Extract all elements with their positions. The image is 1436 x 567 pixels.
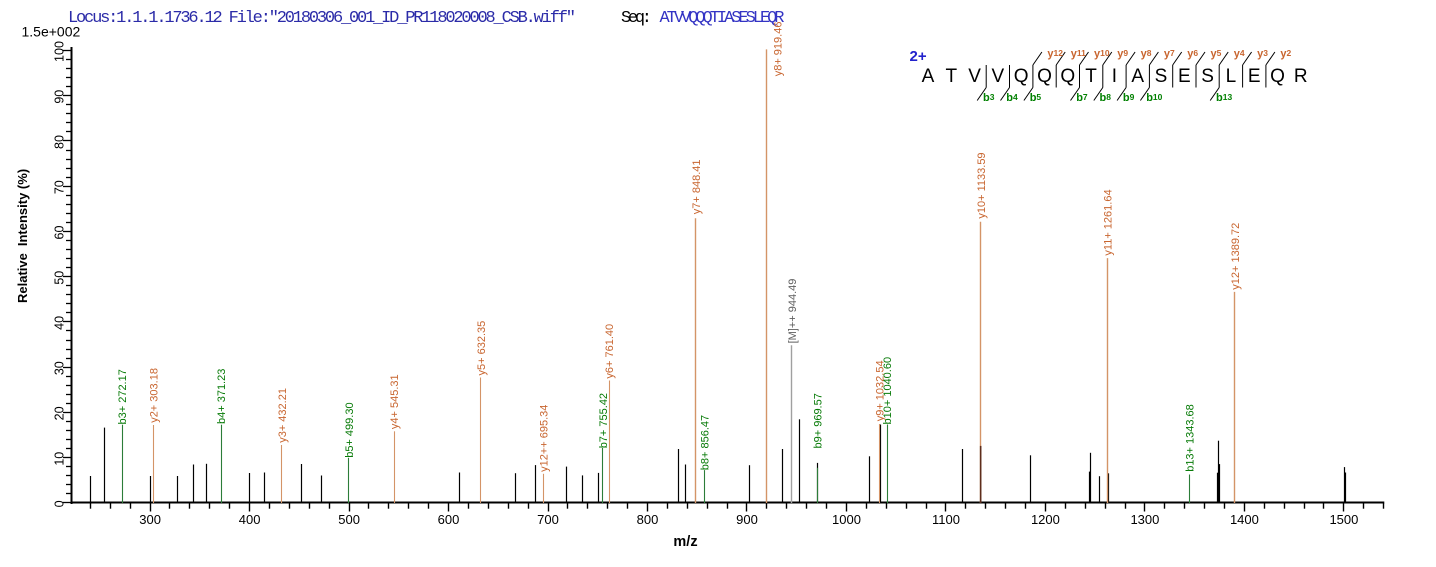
svg-text:b10: b10: [1146, 92, 1162, 104]
svg-text:b5+ 499.30: b5+ 499.30: [344, 402, 356, 457]
svg-text:800: 800: [637, 512, 659, 527]
svg-text:V: V: [992, 66, 1005, 87]
svg-text:y10: y10: [1094, 48, 1110, 60]
svg-text:80: 80: [53, 135, 67, 149]
svg-text:30: 30: [53, 361, 67, 375]
svg-text:Q: Q: [1037, 66, 1052, 87]
svg-text:500: 500: [338, 512, 360, 527]
svg-text:I: I: [1112, 66, 1117, 87]
svg-text:900: 900: [736, 512, 758, 527]
svg-text:700: 700: [537, 512, 559, 527]
svg-text:20: 20: [53, 406, 67, 420]
svg-text:b4+ 371.23: b4+ 371.23: [216, 369, 228, 424]
svg-text:1300: 1300: [1130, 512, 1159, 527]
svg-text:y8: y8: [1141, 48, 1152, 60]
svg-text:600: 600: [438, 512, 460, 527]
svg-text:T: T: [945, 66, 957, 87]
svg-text:400: 400: [239, 512, 261, 527]
svg-text:y7: y7: [1164, 48, 1175, 60]
svg-text:A: A: [1131, 66, 1144, 87]
svg-text:b3: b3: [983, 92, 995, 104]
svg-text:y3+ 432.21: y3+ 432.21: [277, 388, 289, 443]
svg-text:b9: b9: [1123, 92, 1135, 104]
svg-text:y12++ 695.34: y12++ 695.34: [539, 405, 551, 472]
svg-text:b10+ 1040.60: b10+ 1040.60: [882, 357, 894, 425]
svg-text:300: 300: [139, 512, 161, 527]
svg-text:y3: y3: [1257, 48, 1268, 60]
svg-text:y5: y5: [1211, 48, 1222, 60]
svg-text:50: 50: [53, 271, 67, 285]
svg-text:Seq:: Seq:: [621, 9, 652, 28]
svg-text:R: R: [1294, 66, 1308, 87]
svg-text:y12+ 1389.72: y12+ 1389.72: [1230, 223, 1242, 290]
svg-text:60: 60: [53, 226, 67, 240]
svg-text:1200: 1200: [1031, 512, 1060, 527]
svg-text:Q: Q: [1060, 66, 1075, 87]
svg-text:y10+ 1133.59: y10+ 1133.59: [976, 152, 988, 218]
svg-text:b9+ 969.57: b9+ 969.57: [813, 393, 825, 448]
svg-text:70: 70: [53, 180, 67, 194]
svg-text:b7: b7: [1076, 92, 1088, 104]
svg-text:2+: 2+: [910, 48, 927, 65]
svg-text:b5: b5: [1030, 92, 1042, 104]
svg-text:b8: b8: [1100, 92, 1112, 104]
svg-text:b13: b13: [1216, 92, 1232, 104]
svg-text:y6+ 761.40: y6+ 761.40: [604, 324, 616, 379]
svg-text:100: 100: [53, 41, 67, 62]
svg-text:90: 90: [53, 90, 67, 104]
svg-text:Q: Q: [1270, 66, 1285, 87]
svg-text:Locus:1.1.1.1736.12 File:"2018: Locus:1.1.1.1736.12 File:"20180306_001_I…: [68, 9, 576, 28]
svg-text:RelativeIntensity (%): RelativeIntensity (%): [15, 169, 30, 303]
svg-text:V: V: [968, 66, 981, 87]
svg-text:T: T: [1085, 66, 1097, 87]
svg-text:40: 40: [53, 316, 67, 330]
svg-text:b4: b4: [1006, 92, 1018, 104]
svg-text:y4: y4: [1234, 48, 1245, 60]
svg-text:1500: 1500: [1329, 512, 1358, 527]
svg-text:m/z: m/z: [673, 534, 697, 550]
svg-text:b13+ 1343.68: b13+ 1343.68: [1184, 404, 1196, 472]
svg-text:S: S: [1201, 66, 1214, 87]
svg-text:y7+ 848.41: y7+ 848.41: [691, 159, 703, 214]
svg-text:y11: y11: [1071, 48, 1086, 60]
svg-text:S: S: [1155, 66, 1168, 87]
svg-text:b3+ 272.17: b3+ 272.17: [117, 369, 129, 424]
svg-text:y5+ 632.35: y5+ 632.35: [476, 321, 488, 376]
svg-text:10: 10: [53, 452, 67, 466]
svg-text:y2: y2: [1280, 48, 1291, 60]
svg-text:y6: y6: [1187, 48, 1198, 60]
svg-text:y9: y9: [1117, 48, 1128, 60]
svg-text:b8+ 856.47: b8+ 856.47: [699, 415, 711, 470]
svg-text:A: A: [922, 66, 935, 87]
svg-text:y9+ 1032.54: y9+ 1032.54: [874, 360, 886, 421]
svg-text:0: 0: [53, 500, 67, 507]
svg-text:ATVVQQQTIASESLEQR: ATVVQQQTIASESLEQR: [660, 9, 785, 28]
svg-text:E: E: [1248, 66, 1261, 87]
svg-text:Q: Q: [1014, 66, 1029, 87]
svg-text:b7+ 755.42: b7+ 755.42: [598, 393, 610, 448]
svg-text:L: L: [1226, 66, 1237, 87]
svg-text:y8+ 919.46: y8+ 919.46: [772, 22, 784, 77]
svg-text:1400: 1400: [1230, 512, 1259, 527]
svg-text:E: E: [1178, 66, 1191, 87]
svg-text:1100: 1100: [932, 512, 960, 527]
svg-text:[M]++ 944.49: [M]++ 944.49: [787, 279, 799, 344]
svg-text:y11+ 1261.64: y11+ 1261.64: [1102, 189, 1114, 255]
svg-text:y2+ 303.18: y2+ 303.18: [148, 368, 160, 423]
svg-text:y4+ 545.31: y4+ 545.31: [389, 374, 401, 429]
svg-text:y12: y12: [1047, 48, 1063, 60]
svg-text:1.5e+002: 1.5e+002: [22, 24, 81, 40]
svg-text:1000: 1000: [832, 512, 861, 527]
